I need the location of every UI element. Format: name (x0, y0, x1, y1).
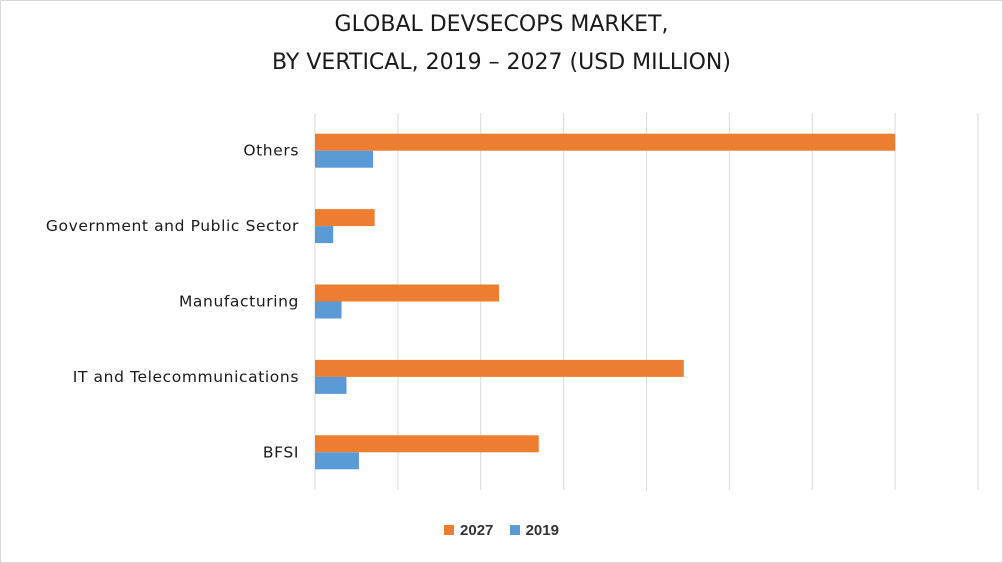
bar-2019-manufacturing (315, 301, 342, 319)
category-label: Others (243, 142, 299, 160)
bar-2027-bfsi (315, 435, 539, 453)
legend-label-2019: 2019 (525, 521, 559, 539)
bar-2019-bfsi (315, 452, 359, 470)
bar-2027-government-and-public-sector (315, 209, 375, 227)
chart-title-line-2: BY VERTICAL, 2019 – 2027 (USD MILLION) (272, 50, 731, 75)
legend-item-2019: 2019 (509, 521, 559, 539)
category-label: Government and Public Sector (46, 217, 299, 235)
bar-2027-manufacturing (315, 284, 499, 302)
bar-2027-others (315, 133, 896, 151)
bar-2019-others (315, 150, 374, 168)
legend-label-2027: 2027 (460, 521, 494, 539)
category-label: Manufacturing (179, 293, 299, 311)
legend: 2027 2019 (0, 521, 1003, 539)
category-label: BFSI (263, 443, 299, 461)
bar-2019-it-and-telecommunications (315, 376, 347, 394)
chart-title-line-1: GLOBAL DEVSECOPS MARKET, (334, 12, 669, 37)
legend-swatch-2027 (444, 524, 455, 535)
bar-2019-government-and-public-sector (315, 226, 334, 244)
bar-2027-it-and-telecommunications (315, 359, 684, 377)
legend-swatch-2019 (509, 524, 520, 535)
category-label: IT and Telecommunications (73, 368, 299, 386)
legend-item-2027: 2027 (444, 522, 493, 539)
